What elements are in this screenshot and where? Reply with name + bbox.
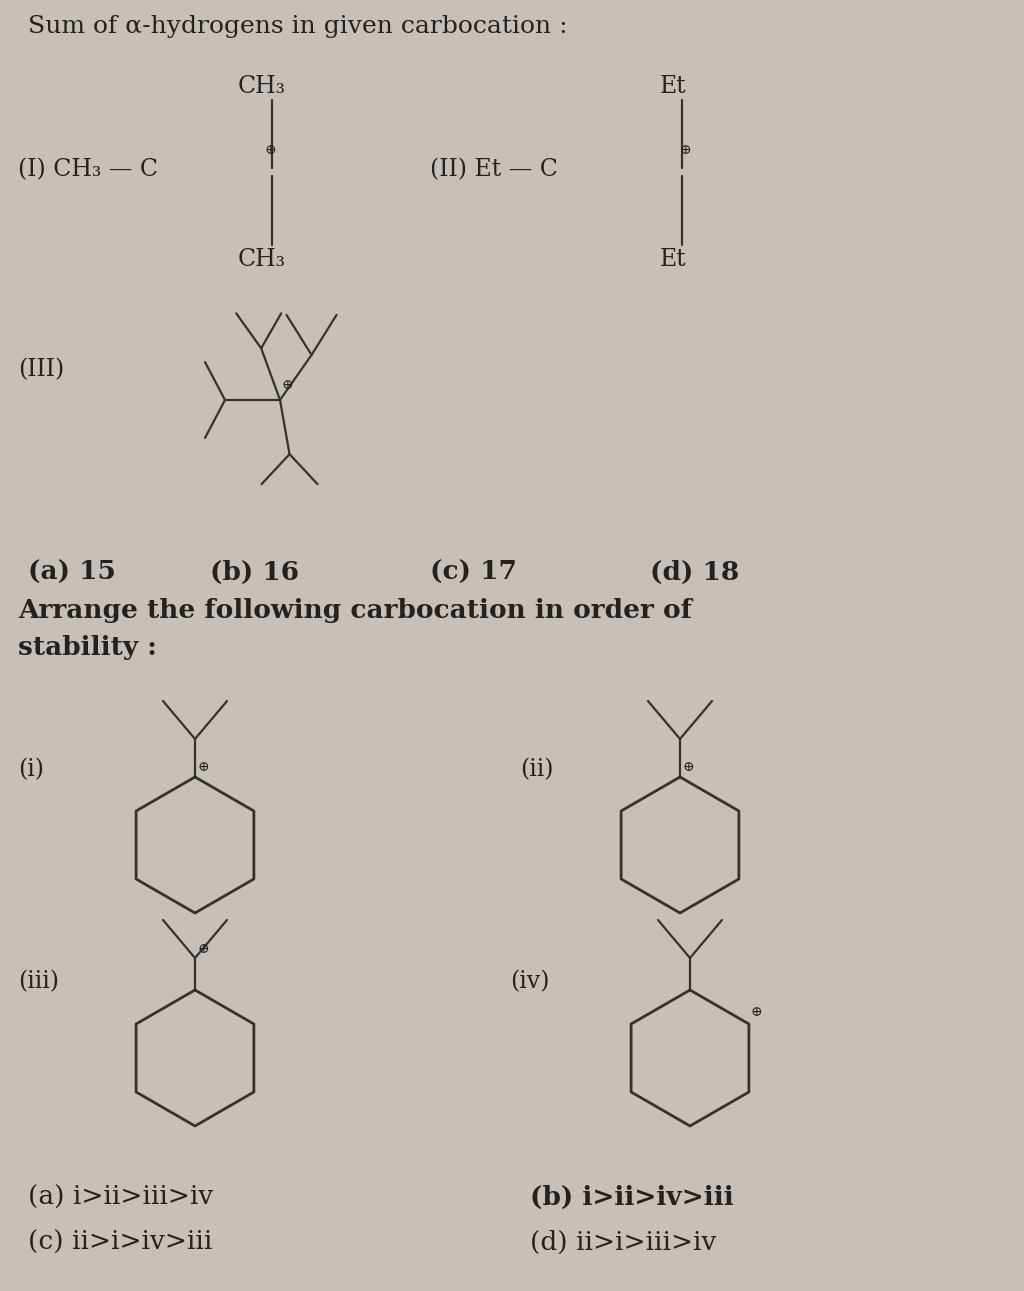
Text: ⊕: ⊕	[282, 378, 294, 392]
Text: (b) i>ii>iv>iii: (b) i>ii>iv>iii	[530, 1185, 734, 1210]
Text: (II) Et — C: (II) Et — C	[430, 158, 558, 181]
Text: (a) 15: (a) 15	[28, 560, 116, 585]
Text: Et: Et	[660, 75, 687, 98]
Text: Sum of α-hydrogens in given carbocation :: Sum of α-hydrogens in given carbocation …	[28, 15, 567, 37]
Text: (d) 18: (d) 18	[650, 560, 739, 585]
Text: stability :: stability :	[18, 635, 157, 660]
Text: Et: Et	[660, 248, 687, 271]
Text: (i): (i)	[18, 758, 44, 781]
Text: (d) ii>i>iii>iv: (d) ii>i>iii>iv	[530, 1230, 717, 1255]
Text: ⊕: ⊕	[683, 760, 694, 775]
Text: (III): (III)	[18, 358, 65, 381]
Text: (ii): (ii)	[520, 758, 554, 781]
Text: (I) CH₃ — C: (I) CH₃ — C	[18, 158, 158, 181]
Text: CH₃: CH₃	[238, 75, 286, 98]
Text: (b) 16: (b) 16	[210, 560, 299, 585]
Text: (iv): (iv)	[510, 970, 550, 993]
Text: ⊕: ⊕	[198, 942, 210, 957]
Text: (iii): (iii)	[18, 970, 59, 993]
Text: CH₃: CH₃	[238, 248, 286, 271]
Text: Arrange the following carbocation in order of: Arrange the following carbocation in ord…	[18, 598, 692, 624]
Text: (c) ii>i>iv>iii: (c) ii>i>iv>iii	[28, 1230, 212, 1255]
Text: ⊕: ⊕	[265, 143, 276, 158]
Text: (c) 17: (c) 17	[430, 560, 517, 585]
Text: (a) i>ii>iii>iv: (a) i>ii>iii>iv	[28, 1185, 213, 1210]
Text: ⊕: ⊕	[751, 1004, 763, 1019]
Text: ⊕: ⊕	[680, 143, 691, 158]
Text: ⊕: ⊕	[198, 760, 210, 775]
